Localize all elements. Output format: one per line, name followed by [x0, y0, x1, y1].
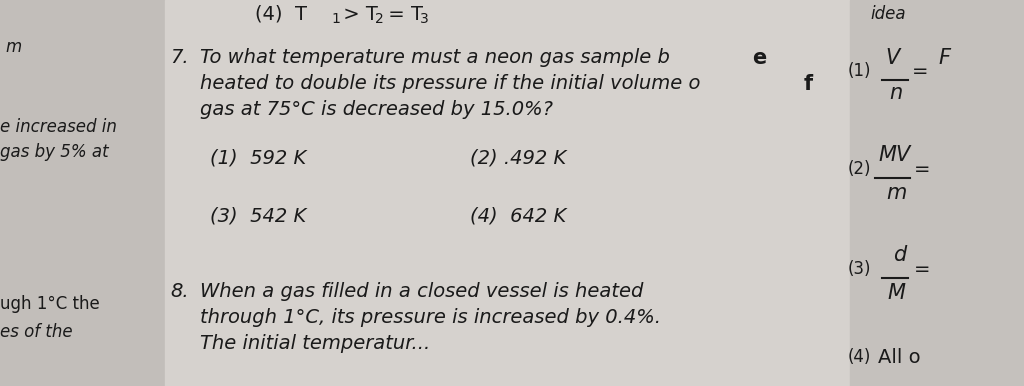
Text: 8.: 8. [170, 282, 188, 301]
Bar [850, 0, 1024, 386]
Text: > T: > T [337, 5, 378, 24]
Text: (1): (1) [848, 62, 871, 80]
Text: When a gas filled in a closed vessel is heated: When a gas filled in a closed vessel is … [200, 282, 643, 301]
Text: All o: All o [878, 348, 921, 367]
Text: 1: 1 [331, 12, 340, 26]
Text: =: = [914, 160, 931, 179]
Bar [0, 0, 165, 386]
Text: =: = [912, 62, 929, 81]
Text: (2): (2) [848, 160, 871, 178]
Text: gas by 5% at: gas by 5% at [0, 143, 109, 161]
Text: (4)  T: (4) T [255, 5, 307, 24]
Text: through 1°C, its pressure is increased by 0.4%.: through 1°C, its pressure is increased b… [200, 308, 662, 327]
Text: V: V [885, 48, 899, 68]
Bar [165, 0, 850, 386]
Text: (3)  542 K: (3) 542 K [210, 207, 306, 226]
Text: =: = [914, 260, 931, 279]
Text: m: m [5, 38, 22, 56]
Text: To what temperature must a neon gas sample b: To what temperature must a neon gas samp… [200, 48, 670, 67]
Text: (2) .492 K: (2) .492 K [470, 148, 566, 167]
Text: d: d [893, 245, 906, 265]
Text: m: m [886, 183, 906, 203]
Text: f: f [804, 74, 813, 94]
Text: MV: MV [878, 145, 910, 165]
Text: (4): (4) [848, 348, 871, 366]
Text: The initial temperatur...: The initial temperatur... [200, 334, 430, 353]
Text: e: e [752, 48, 766, 68]
Text: gas at 75°C is decreased by 15.0%?: gas at 75°C is decreased by 15.0%? [200, 100, 553, 119]
Text: = T: = T [382, 5, 423, 24]
Text: (3): (3) [848, 260, 871, 278]
Text: 2: 2 [375, 12, 384, 26]
Text: 7.: 7. [170, 48, 188, 67]
Text: idea: idea [870, 5, 905, 23]
Text: M: M [887, 283, 905, 303]
Text: ugh 1°C the: ugh 1°C the [0, 295, 99, 313]
Text: (1)  592 K: (1) 592 K [210, 148, 306, 167]
Text: 3: 3 [420, 12, 429, 26]
Text: n: n [889, 83, 902, 103]
Text: es of the: es of the [0, 323, 73, 341]
Text: heated to double its pressure if the initial volume o: heated to double its pressure if the ini… [200, 74, 700, 93]
Text: e increased in: e increased in [0, 118, 117, 136]
Text: F: F [938, 48, 950, 68]
Text: (4)  642 K: (4) 642 K [470, 207, 566, 226]
